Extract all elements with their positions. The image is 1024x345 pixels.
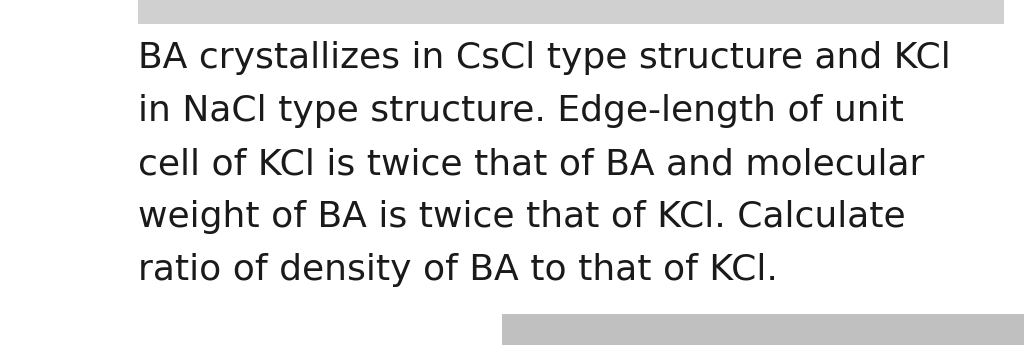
Bar	[502, 314, 1024, 345]
Bar	[138, 0, 1004, 24]
Text: BA crystallizes in CsCl type structure and KCl
in NaCl type structure. Edge-leng: BA crystallizes in CsCl type structure a…	[138, 41, 951, 287]
